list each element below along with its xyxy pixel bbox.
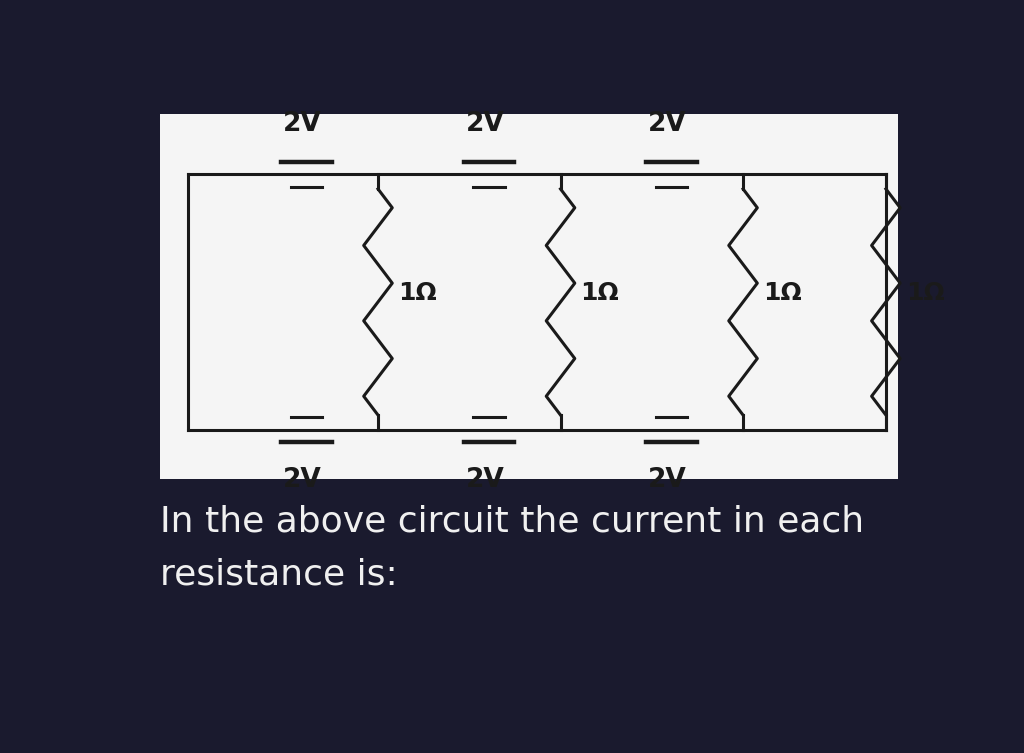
Text: 1Ω: 1Ω (905, 282, 944, 305)
Text: resistance is:: resistance is: (160, 557, 397, 591)
Text: 2V: 2V (648, 111, 687, 137)
Bar (160, 114, 898, 479)
Text: 2V: 2V (648, 467, 687, 493)
Text: 1Ω: 1Ω (581, 282, 618, 305)
Text: 2V: 2V (284, 467, 322, 493)
Text: 2V: 2V (466, 467, 505, 493)
Text: 1Ω: 1Ω (397, 282, 436, 305)
Text: In the above circuit the current in each: In the above circuit the current in each (160, 505, 864, 539)
Text: 2V: 2V (466, 111, 505, 137)
Text: 1Ω: 1Ω (763, 282, 802, 305)
Text: 2V: 2V (284, 111, 322, 137)
